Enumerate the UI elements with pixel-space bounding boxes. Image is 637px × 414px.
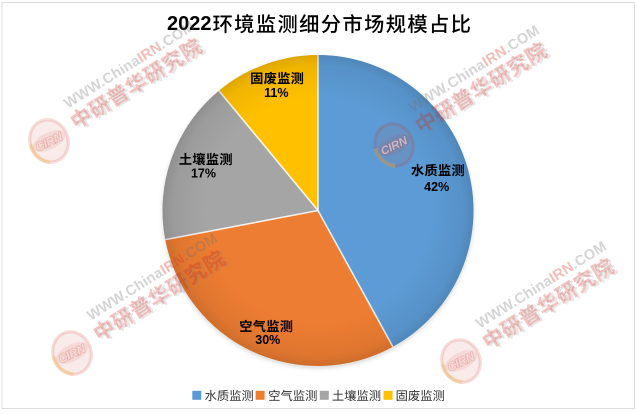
svg-text:17%: 17%	[191, 166, 216, 180]
svg-text:30%: 30%	[255, 333, 280, 347]
svg-text:42%: 42%	[424, 180, 449, 194]
svg-text:2022: 2022	[167, 13, 212, 35]
svg-text:11%: 11%	[264, 86, 288, 100]
